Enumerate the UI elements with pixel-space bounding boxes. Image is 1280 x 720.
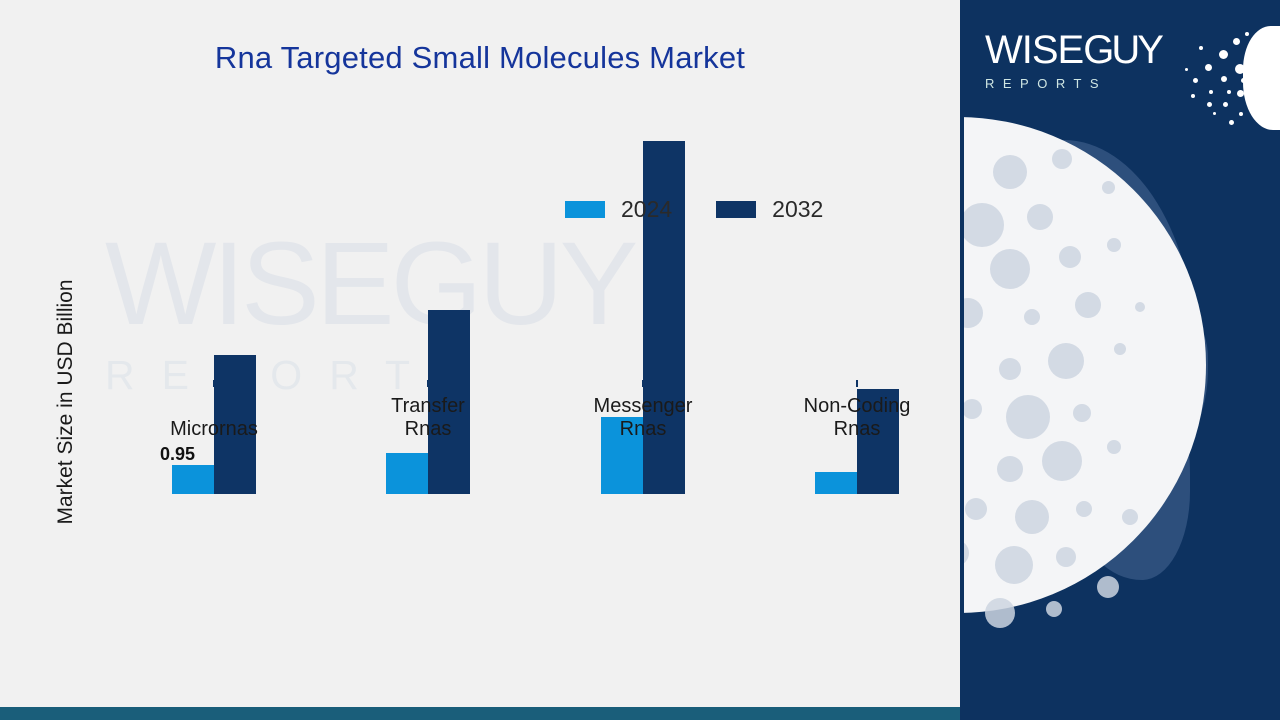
molecule-dot-cluster-icon — [960, 117, 1206, 628]
logo-dot — [1239, 112, 1243, 116]
logo-dot — [1223, 102, 1228, 107]
molecule-dot — [1097, 576, 1119, 598]
logo-dot — [1213, 112, 1216, 115]
molecule-dot — [1006, 395, 1050, 439]
bar-2024[interactable] — [172, 465, 214, 494]
bar-2032[interactable] — [428, 310, 470, 494]
logo-dot — [1185, 68, 1188, 71]
molecule-dot — [985, 598, 1015, 628]
molecule-dot — [1052, 149, 1072, 169]
x-axis-tick — [642, 380, 644, 387]
molecule-dot — [1107, 440, 1121, 454]
x-axis-tick — [856, 380, 858, 387]
molecule-dot — [1024, 309, 1040, 325]
molecule-dot — [960, 203, 1004, 247]
plot-area: 0.95 Micrornas Transfer Rnas Messenger Rna… — [95, 14, 960, 608]
logo-dot — [1253, 78, 1259, 84]
bar-group: Non-Coding Rnas — [804, 14, 910, 494]
logo-dot — [1245, 32, 1249, 36]
legend-swatch-2024 — [565, 201, 605, 218]
logo-dot — [1205, 64, 1212, 71]
molecule-dot — [995, 546, 1033, 584]
molecule-dot — [1101, 180, 1115, 194]
logo-dot — [1207, 102, 1212, 107]
bar-2024[interactable] — [815, 472, 857, 494]
molecule-dot — [1135, 302, 1145, 312]
bar-2024[interactable] — [601, 417, 643, 494]
logo-dot — [1249, 52, 1254, 57]
logo-word-wise: WISE — [985, 28, 1084, 72]
molecule-dot — [1107, 238, 1121, 252]
x-axis-label: Non-Coding Rnas — [803, 394, 911, 441]
molecule-dot — [1046, 601, 1062, 617]
molecule-dot — [1076, 501, 1092, 517]
bar-group: Transfer Rnas — [386, 14, 470, 494]
molecule-dot — [999, 358, 1021, 380]
logo-dot — [1209, 90, 1213, 94]
logo-dot — [1259, 64, 1263, 68]
molecule-dot — [1073, 404, 1091, 422]
logo-dot — [1199, 46, 1203, 50]
logo-subtitle: REPORTS — [985, 76, 1108, 91]
x-axis-label: Messenger Rnas — [593, 394, 693, 441]
logo-wordmark: WISEGUY — [985, 30, 1255, 70]
molecule-dot — [990, 249, 1030, 289]
molecule-dot — [962, 399, 982, 419]
x-axis-tick — [213, 380, 215, 387]
logo-dot — [1219, 50, 1228, 59]
chart-container: WISEGUY REPORTS Rna Targeted Small Molec… — [54, 14, 960, 608]
logo-head-mark-icon — [1183, 24, 1280, 136]
logo-dot — [1193, 78, 1198, 83]
bar-2032[interactable] — [214, 355, 256, 494]
molecule-dot — [1056, 547, 1076, 567]
legend-item-2024[interactable]: 2024 — [565, 196, 672, 223]
molecule-dot — [960, 540, 969, 566]
molecule-dot — [1015, 500, 1049, 534]
logo-face-shape — [1243, 26, 1280, 130]
y-axis-title: Market Size in USD Billion — [54, 279, 77, 525]
molecule-dot — [1048, 343, 1084, 379]
chart-legend: 2024 2032 — [565, 196, 823, 223]
bar-2032[interactable] — [857, 389, 899, 494]
x-axis-label: Transfer Rnas — [391, 394, 465, 441]
molecule-dot — [1042, 441, 1082, 481]
molecule-dot — [993, 155, 1027, 189]
bar-value-label: 0.95 — [160, 444, 196, 464]
molecule-dot — [997, 456, 1023, 482]
panel-left-edge — [960, 0, 964, 720]
logo-dot — [1233, 38, 1240, 45]
bottom-accent-strip — [0, 707, 960, 720]
x-axis-label: Micrornas — [170, 418, 258, 441]
wiseguy-logo: WISEGUY REPORTS — [985, 26, 1280, 130]
molecule-dot — [965, 498, 987, 520]
logo-dot — [1241, 78, 1246, 83]
logo-word-guy: GUY — [1083, 28, 1164, 72]
brand-panel: WISEGUY REPORTS — [960, 0, 1280, 720]
page-title: Rna Targeted Small Molecules Market — [214, 40, 746, 75]
legend-swatch-2032 — [716, 201, 757, 218]
logo-dot — [1229, 120, 1234, 125]
bar-2024[interactable] — [386, 453, 428, 494]
logo-dot — [1191, 94, 1195, 98]
logo-dot — [1235, 64, 1245, 74]
logo-dot — [1227, 90, 1231, 94]
x-axis-tick — [427, 380, 429, 387]
molecule-dot — [1059, 246, 1081, 268]
molecule-dot — [1075, 292, 1101, 318]
bar-group: Messenger Rnas — [594, 14, 692, 494]
x-axis-baseline — [95, 607, 960, 608]
legend-label-2032: 2032 — [772, 196, 824, 222]
molecule-dot — [960, 298, 983, 328]
bar-2032[interactable] — [643, 141, 685, 494]
legend-label-2024: 2024 — [621, 196, 673, 222]
logo-dot — [1237, 90, 1244, 97]
logo-dot — [1221, 76, 1227, 82]
bar-group: 0.95 Micrornas — [160, 14, 258, 494]
molecule-dot — [1122, 509, 1138, 525]
legend-item-2032[interactable]: 2032 — [716, 196, 823, 223]
molecule-dot — [1027, 204, 1053, 230]
molecule-dot — [1114, 343, 1126, 355]
